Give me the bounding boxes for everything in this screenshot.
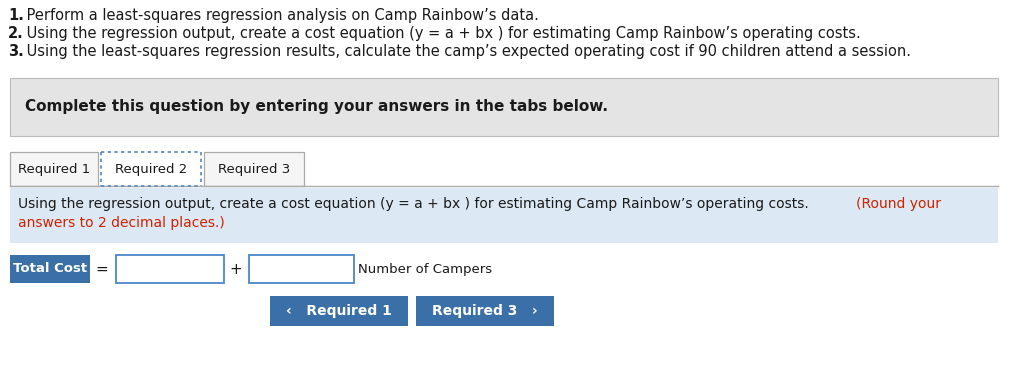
Text: ‹   Required 1: ‹ Required 1 xyxy=(287,304,391,318)
Text: +: + xyxy=(230,261,242,277)
Text: (Round your: (Round your xyxy=(856,197,941,211)
Text: Total Cost: Total Cost xyxy=(13,263,87,275)
Text: Required 3   ›: Required 3 › xyxy=(432,304,538,318)
Bar xyxy=(416,296,554,326)
Bar xyxy=(249,255,354,283)
Text: =: = xyxy=(96,261,108,277)
Bar xyxy=(204,152,304,186)
Bar xyxy=(10,255,90,283)
Bar xyxy=(101,152,201,186)
Text: 3.: 3. xyxy=(8,44,24,59)
Text: Number of Campers: Number of Campers xyxy=(358,263,492,275)
Text: answers to 2 decimal places.): answers to 2 decimal places.) xyxy=(18,216,225,230)
Text: Using the least-squares regression results, calculate the camp’s expected operat: Using the least-squares regression resul… xyxy=(22,44,911,59)
Text: Using the regression output, create a cost equation (y = a + bx ) for estimating: Using the regression output, create a co… xyxy=(18,197,809,211)
Bar xyxy=(270,296,408,326)
Text: Required 3: Required 3 xyxy=(218,163,291,176)
Bar xyxy=(10,152,98,186)
Text: Perform a least-squares regression analysis on Camp Rainbow’s data.: Perform a least-squares regression analy… xyxy=(22,8,539,23)
Text: Complete this question by entering your answers in the tabs below.: Complete this question by entering your … xyxy=(25,99,608,115)
Bar xyxy=(10,78,998,136)
Text: Required 1: Required 1 xyxy=(18,163,90,176)
Text: Using the regression output, create a cost equation (y = a + bx ) for estimating: Using the regression output, create a co… xyxy=(22,26,861,41)
Text: 1.: 1. xyxy=(8,8,24,23)
Text: 2.: 2. xyxy=(8,26,24,41)
Text: Required 2: Required 2 xyxy=(115,163,187,176)
Bar xyxy=(10,188,998,243)
Bar xyxy=(116,255,224,283)
